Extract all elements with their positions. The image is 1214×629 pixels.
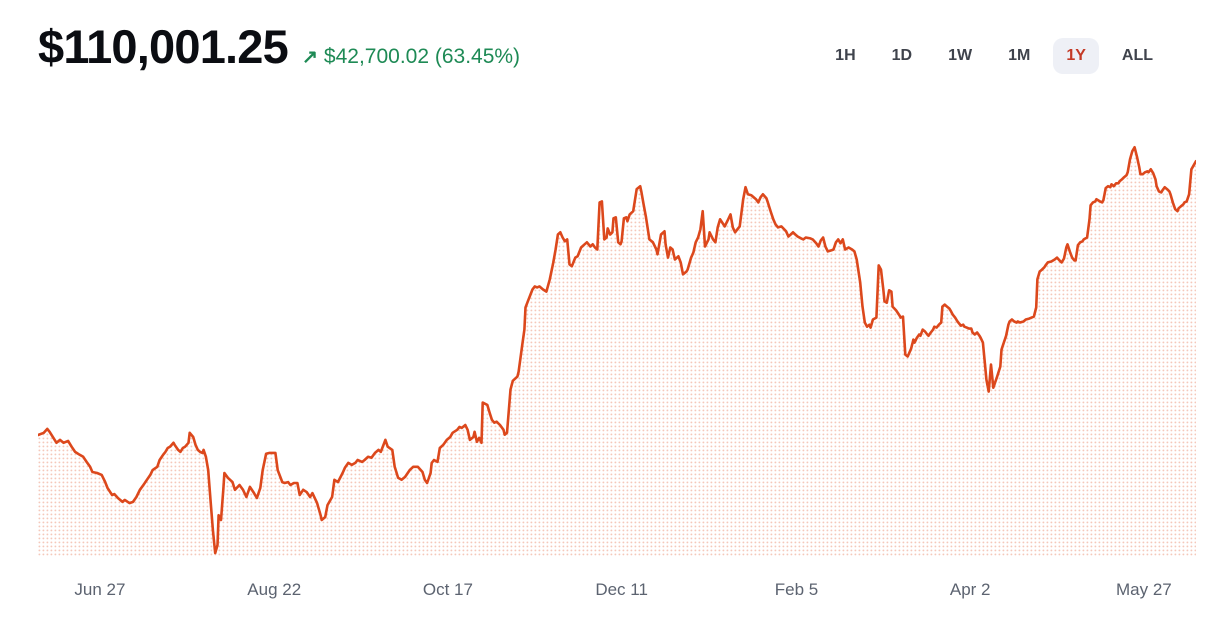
range-selector: 1H 1D 1W 1M 1Y ALL bbox=[822, 38, 1166, 74]
x-axis-label: Dec 11 bbox=[595, 580, 648, 599]
price-line bbox=[38, 145, 1196, 555]
range-button-1h[interactable]: 1H bbox=[822, 38, 868, 74]
x-axis-label: May 27 bbox=[1116, 580, 1172, 599]
range-button-all[interactable]: ALL bbox=[1109, 38, 1166, 74]
range-button-1y[interactable]: 1Y bbox=[1053, 38, 1099, 74]
range-button-1d[interactable]: 1D bbox=[879, 38, 925, 74]
price-chart-svg bbox=[38, 145, 1196, 557]
up-arrow-icon: ↗ bbox=[301, 47, 318, 68]
x-axis-label: Apr 2 bbox=[949, 580, 991, 599]
chart-fill-area bbox=[38, 147, 1196, 557]
x-axis-label: Oct 17 bbox=[422, 580, 473, 599]
price-chart[interactable] bbox=[38, 145, 1196, 557]
range-button-1w[interactable]: 1W bbox=[935, 38, 985, 74]
range-button-1m[interactable]: 1M bbox=[995, 38, 1043, 74]
x-axis-label: Jun 27 bbox=[74, 580, 126, 599]
price-change: ↗ $42,700.02 (63.45%) bbox=[302, 45, 520, 69]
price-header: $110,001.25 ↗ $42,700.02 (63.45%) bbox=[38, 20, 520, 73]
price-change-text: $42,700.02 (63.45%) bbox=[323, 45, 521, 68]
x-axis: Jun 27 Aug 22 Oct 17 Dec 11 Feb 5 Apr 2 … bbox=[38, 580, 1196, 602]
price-value: $110,001.25 bbox=[38, 20, 289, 73]
x-axis-label: Feb 5 bbox=[774, 580, 819, 599]
x-axis-label: Aug 22 bbox=[247, 580, 302, 599]
